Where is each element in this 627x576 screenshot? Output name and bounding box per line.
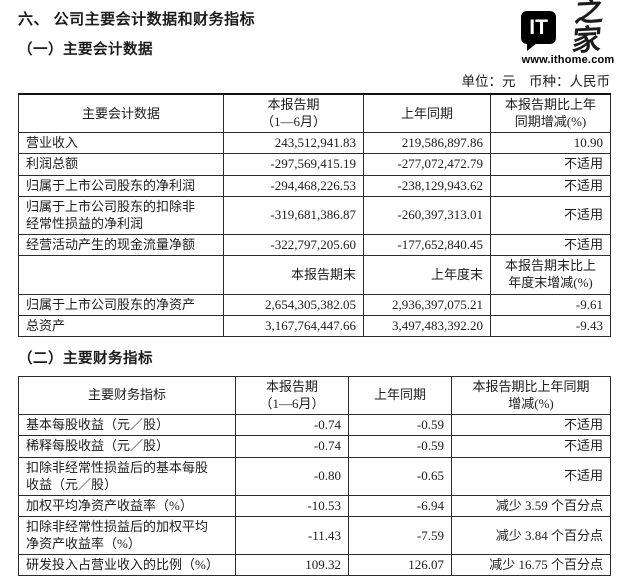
value-prior: 3,497,483,392.20 <box>363 314 491 337</box>
header-end-change-pct: 本报告期末比上 年度末增减(%) <box>490 255 611 295</box>
ithome-home-calligraphy: 之家 <box>570 0 605 58</box>
value-prior: 2,936,397,075.21 <box>363 293 491 316</box>
value-current: 243,512,941.83 <box>223 132 364 155</box>
ithome-logo-mark: IT 之家 <box>521 0 615 58</box>
row-label: 归属于上市公司股东的净资产 <box>18 293 224 316</box>
row-label: 扣除非经常性损益后的加权平均 净资产收益率（%） <box>18 515 236 556</box>
document-title: 六、 公司主要会计数据和财务指标 <box>18 11 256 28</box>
row-label: 营业收入 <box>18 132 224 155</box>
value-prior: -7.59 <box>348 515 452 556</box>
value-change: -9.61 <box>490 293 611 316</box>
header-period-end: 本报告期末 <box>223 255 364 295</box>
value-current: -294,468,226.53 <box>223 174 364 197</box>
value-prior: -6.94 <box>348 494 452 517</box>
value-change: 减少 3.59 个百分点 <box>451 494 611 517</box>
value-change: 不适用 <box>490 153 611 176</box>
row-label: 归属于上市公司股东的扣除非 经常性损益的净利润 <box>18 195 224 236</box>
value-change: 不适用 <box>490 174 611 197</box>
value-prior: 126.07 <box>348 554 452 576</box>
value-current: -322,797,205.60 <box>223 234 364 257</box>
value-current: -11.43 <box>235 515 349 556</box>
value-prior: -0.65 <box>348 456 452 496</box>
header-prior-period: 上年同期 <box>348 375 452 416</box>
table-row: 利润总额 -297,569,415.19 -277,072,472.79 不适用 <box>18 153 611 176</box>
header-current-period: 本报告期 （1—6月） <box>235 375 349 416</box>
value-current: 109.32 <box>235 554 349 576</box>
header-indicator: 主要财务指标 <box>18 375 236 416</box>
ithome-url: www.ithome.com <box>521 54 615 66</box>
accounting-section-heading: （一）主要会计数据 <box>18 42 153 58</box>
row-label: 归属于上市公司股东的净利润 <box>18 174 224 197</box>
value-current: -0.74 <box>235 435 349 458</box>
accounting-header-row: 主要会计数据 本报告期 （1—6月） 上年同期 本报告期比上年 同期增减(%) <box>18 93 611 134</box>
financial-indicators-table: 主要财务指标 本报告期 （1—6月） 上年同期 本报告期比上年同期 增减(%) … <box>18 375 611 576</box>
unit-currency-note: 单位：元 币种：人民币 <box>461 74 611 89</box>
row-label: 总资产 <box>18 314 224 337</box>
financial-section-heading: （二）主要财务指标 <box>18 350 153 367</box>
value-change: 不适用 <box>451 456 611 496</box>
row-label: 基本每股收益（元／股） <box>18 414 236 437</box>
value-change: 减少 16.75 个百分点 <box>451 554 611 576</box>
row-label: 加权平均净资产收益率（%） <box>18 494 236 517</box>
value-change: -9.43 <box>490 314 611 337</box>
accounting-midheader-row: 本报告期末 上年度末 本报告期末比上 年度末增减(%) <box>18 255 611 295</box>
ithome-it-icon: IT <box>521 10 557 51</box>
table-row: 加权平均净资产收益率（%） -10.53 -6.94 减少 3.59 个百分点 <box>18 494 611 517</box>
value-change: 不适用 <box>490 234 611 257</box>
value-current: -10.53 <box>235 494 349 517</box>
row-label: 扣除非经常性损益后的基本每股 收益（元／股） <box>18 456 236 496</box>
table-row: 研发投入占营业收入的比例（%） 109.32 126.07 减少 16.75 个… <box>18 554 611 576</box>
value-prior: 219,586,897.86 <box>363 132 491 155</box>
row-label: 研发投入占营业收入的比例（%） <box>18 554 236 576</box>
table-row: 归属于上市公司股东的净利润 -294,468,226.53 -238,129,9… <box>18 174 611 197</box>
value-current: -0.74 <box>235 414 349 437</box>
header-change-pct: 本报告期比上年同期 增减(%) <box>451 375 611 416</box>
table-row: 总资产 3,167,764,447.66 3,497,483,392.20 -9… <box>18 314 611 337</box>
table-row: 扣除非经常性损益后的基本每股 收益（元／股） -0.80 -0.65 不适用 <box>18 456 611 496</box>
header-prior-year-end: 上年度末 <box>363 255 491 295</box>
value-prior: -0.59 <box>348 435 452 458</box>
value-current: -0.80 <box>235 456 349 496</box>
value-current: -297,569,415.19 <box>223 153 364 176</box>
header-change-pct: 本报告期比上年 同期增减(%) <box>490 93 611 134</box>
value-change: 减少 3.84 个百分点 <box>451 515 611 556</box>
table-row: 经营活动产生的现金流量净额 -322,797,205.60 -177,652,8… <box>18 234 611 257</box>
value-change: 不适用 <box>451 435 611 458</box>
value-prior: -0.59 <box>348 414 452 437</box>
value-change: 不适用 <box>490 195 611 236</box>
accounting-data-table: 主要会计数据 本报告期 （1—6月） 上年同期 本报告期比上年 同期增减(%) … <box>18 93 611 337</box>
header-metric: 主要会计数据 <box>18 93 224 134</box>
table-row: 基本每股收益（元／股） -0.74 -0.59 不适用 <box>18 414 611 437</box>
value-change: 10.90 <box>490 132 611 155</box>
header-prior-period: 上年同期 <box>363 93 491 134</box>
value-current: 2,654,305,382.05 <box>223 293 364 316</box>
value-prior: -277,072,472.79 <box>363 153 491 176</box>
financial-header-row: 主要财务指标 本报告期 （1—6月） 上年同期 本报告期比上年同期 增减(%) <box>18 375 611 416</box>
value-prior: -260,397,313.01 <box>363 195 491 236</box>
value-change: 不适用 <box>451 414 611 437</box>
ithome-logo: IT 之家 www.ithome.com <box>521 0 615 66</box>
value-current: 3,167,764,447.66 <box>223 314 364 337</box>
table-row: 归属于上市公司股东的净资产 2,654,305,382.05 2,936,397… <box>18 293 611 316</box>
row-label: 经营活动产生的现金流量净额 <box>18 234 224 257</box>
table-row: 归属于上市公司股东的扣除非 经常性损益的净利润 -319,681,386.87 … <box>18 195 611 236</box>
table-row: 扣除非经常性损益后的加权平均 净资产收益率（%） -11.43 -7.59 减少… <box>18 515 611 556</box>
empty-header-cell <box>18 255 224 295</box>
header-current-period: 本报告期 （1—6月） <box>223 93 364 134</box>
table-row: 营业收入 243,512,941.83 219,586,897.86 10.90 <box>18 132 611 155</box>
row-label: 利润总额 <box>18 153 224 176</box>
value-prior: -238,129,943.62 <box>363 174 491 197</box>
row-label: 稀释每股收益（元／股） <box>18 435 236 458</box>
value-current: -319,681,386.87 <box>223 195 364 236</box>
value-prior: -177,652,840.45 <box>363 234 491 257</box>
table-row: 稀释每股收益（元／股） -0.74 -0.59 不适用 <box>18 435 611 458</box>
